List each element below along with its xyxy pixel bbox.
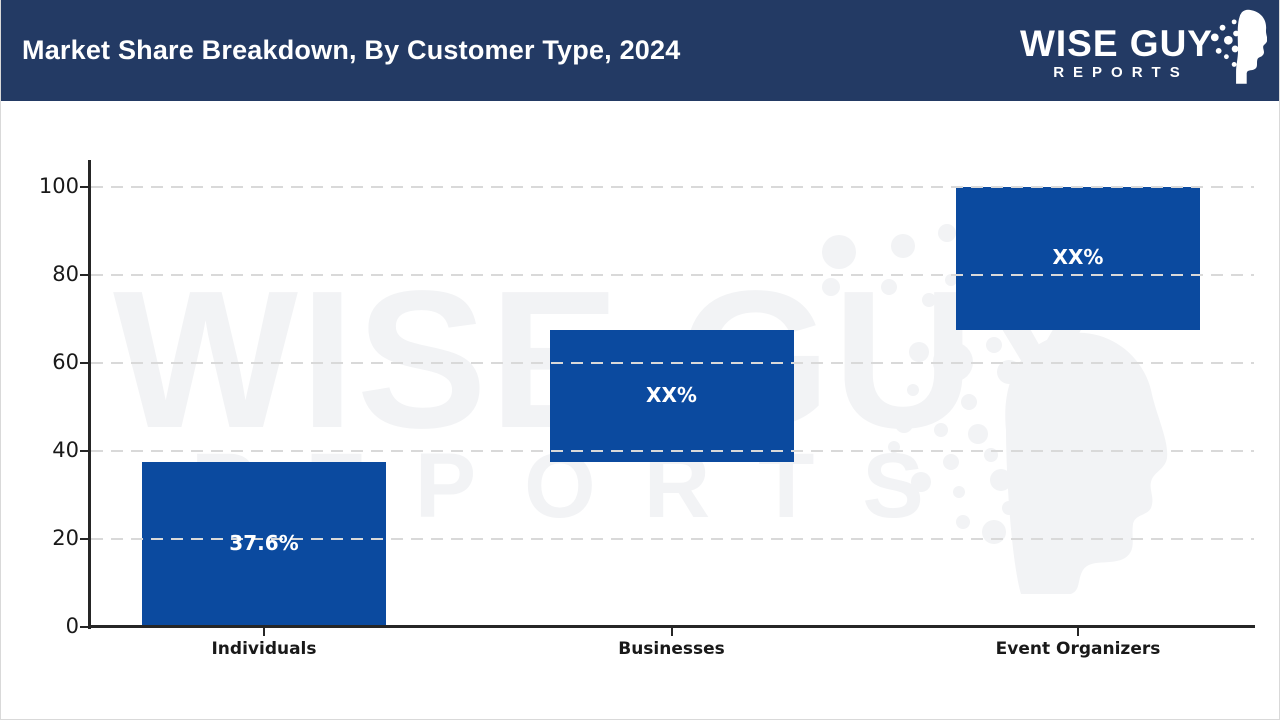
bar-event-organizers <box>956 187 1200 330</box>
gridline <box>91 362 1254 364</box>
brand-subtitle: REPORTS <box>1053 63 1189 81</box>
y-tick-mark <box>80 362 88 364</box>
bar-individuals <box>142 461 386 627</box>
y-tick-mark <box>80 450 88 452</box>
gridline <box>91 450 1254 452</box>
brand-logo: WISE GUY REPORTS <box>1020 8 1268 91</box>
gridline <box>91 186 1254 188</box>
x-axis-spine <box>88 625 1255 628</box>
brand-name: WISE GUY <box>1019 22 1213 64</box>
gridline <box>91 274 1254 276</box>
y-tick-label: 100 <box>38 174 79 198</box>
x-tick-mark <box>1077 628 1079 636</box>
brand-logo-text: WISE GUY REPORTS <box>1020 25 1213 81</box>
bar-value-label: XX% <box>1052 245 1104 270</box>
y-tick-mark <box>80 538 88 540</box>
x-category-label: Event Organizers <box>995 639 1161 659</box>
y-tick-label: 80 <box>52 262 79 286</box>
chart-plot-area: 37.6% XX% XX% 0 20 40 60 80 100 Individuals Busin… <box>1 101 1279 719</box>
header-bar: Market Share Breakdown, By Customer Type… <box>1 0 1279 101</box>
x-category-label: Individuals <box>211 639 317 659</box>
bar-value-label: XX% <box>646 382 697 407</box>
y-tick-mark <box>80 186 88 188</box>
y-tick-mark <box>80 274 88 276</box>
bar-businesses <box>549 329 794 462</box>
page-title: Market Share Breakdown, By Customer Type… <box>22 35 681 65</box>
y-tick-label: 40 <box>52 438 79 462</box>
y-tick-mark <box>80 626 88 628</box>
bar-value-label: 37.6% <box>229 531 299 556</box>
y-tick-label: 0 <box>65 614 79 638</box>
y-tick-label: 60 <box>52 350 79 374</box>
x-tick-mark <box>263 628 265 636</box>
watermark-face-icon <box>796 215 1186 610</box>
y-tick-label: 20 <box>52 526 79 550</box>
x-category-label: Businesses <box>618 639 725 659</box>
gridline <box>91 538 1254 540</box>
y-axis-spine <box>88 160 91 629</box>
brand-face-icon <box>1209 8 1268 91</box>
x-tick-mark <box>670 628 673 636</box>
